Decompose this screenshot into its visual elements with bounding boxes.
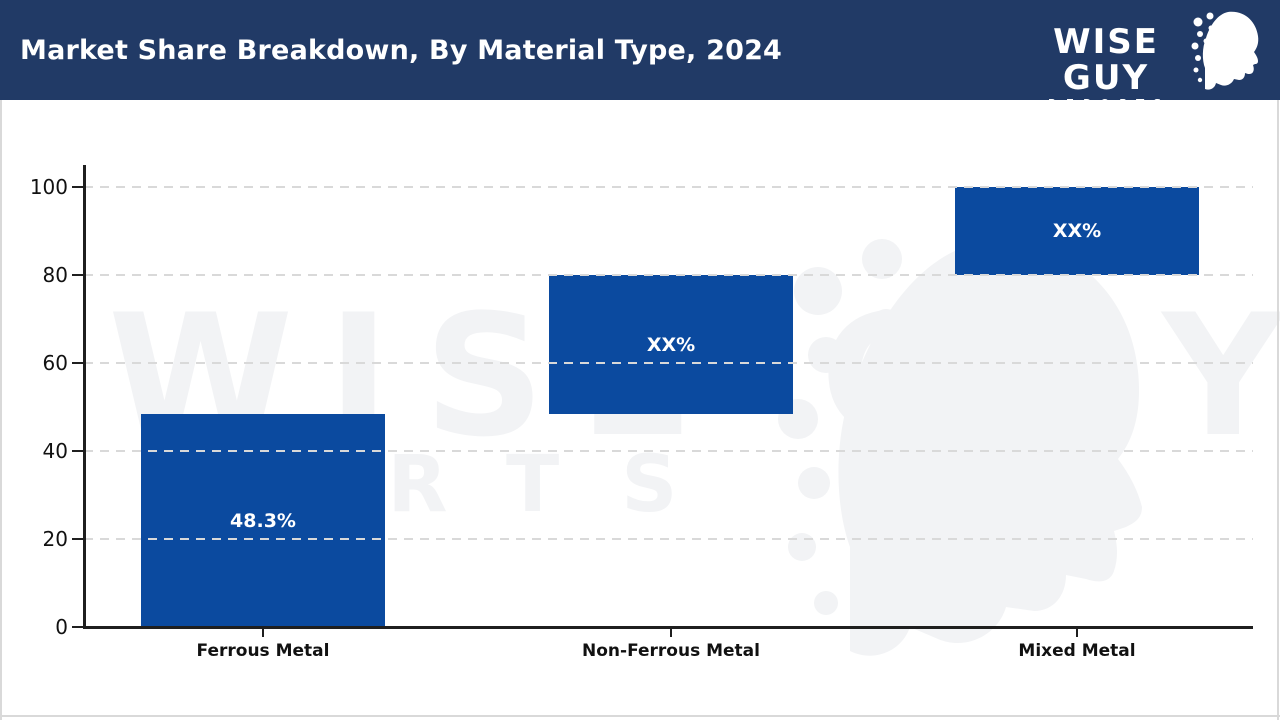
watermark-face-icon: [778, 239, 1142, 656]
y-tick-mark: [72, 538, 83, 540]
y-tick-label: 40: [42, 439, 68, 463]
logo-face-icon: [1191, 11, 1259, 90]
gridline: [84, 274, 1253, 276]
chart-title: Market Share Breakdown, By Material Type…: [20, 34, 783, 66]
bar-value-label: XX%: [1052, 220, 1102, 242]
x-category-label: Non-Ferrous Metal: [582, 641, 760, 661]
gridline: [84, 450, 1253, 452]
y-tick-mark: [72, 450, 83, 452]
y-axis-line: [83, 165, 86, 629]
bar: XX%: [955, 187, 1199, 275]
left-border: [0, 100, 2, 720]
y-tick-label: 100: [29, 175, 68, 199]
x-category-label: Mixed Metal: [1018, 641, 1136, 661]
gridline: [84, 538, 1253, 540]
gridline: [84, 362, 1253, 364]
x-tick-mark: [262, 628, 264, 637]
y-tick-mark: [72, 186, 83, 188]
y-tick-label: 20: [42, 527, 68, 551]
y-tick-label: 60: [42, 351, 68, 375]
bar: XX%: [549, 275, 793, 415]
bar: 48.3%: [141, 414, 385, 627]
y-tick-mark: [72, 626, 83, 628]
bottom-border: [0, 715, 1280, 717]
y-tick-label: 80: [42, 263, 68, 287]
right-border: [1277, 100, 1279, 720]
y-tick-mark: [72, 274, 83, 276]
x-axis-line: [83, 626, 1253, 629]
x-tick-mark: [670, 628, 672, 637]
chart-canvas: WISE GUY PORTS 48.3%XX%XX%020406080100Fe…: [0, 100, 1280, 720]
x-tick-mark: [1076, 628, 1078, 637]
x-category-label: Ferrous Metal: [196, 641, 330, 661]
logo-wordmark: WISE GUY: [1053, 22, 1159, 98]
header-bar: Market Share Breakdown, By Material Type…: [0, 0, 1280, 113]
bar-value-label: 48.3%: [230, 509, 296, 532]
gridline: [84, 186, 1253, 188]
wiseguy-logo: WISE GUY REPORTS: [1012, 6, 1262, 113]
y-tick-mark: [72, 362, 83, 364]
y-tick-label: 0: [55, 615, 68, 639]
bar-value-label: XX%: [646, 333, 696, 356]
